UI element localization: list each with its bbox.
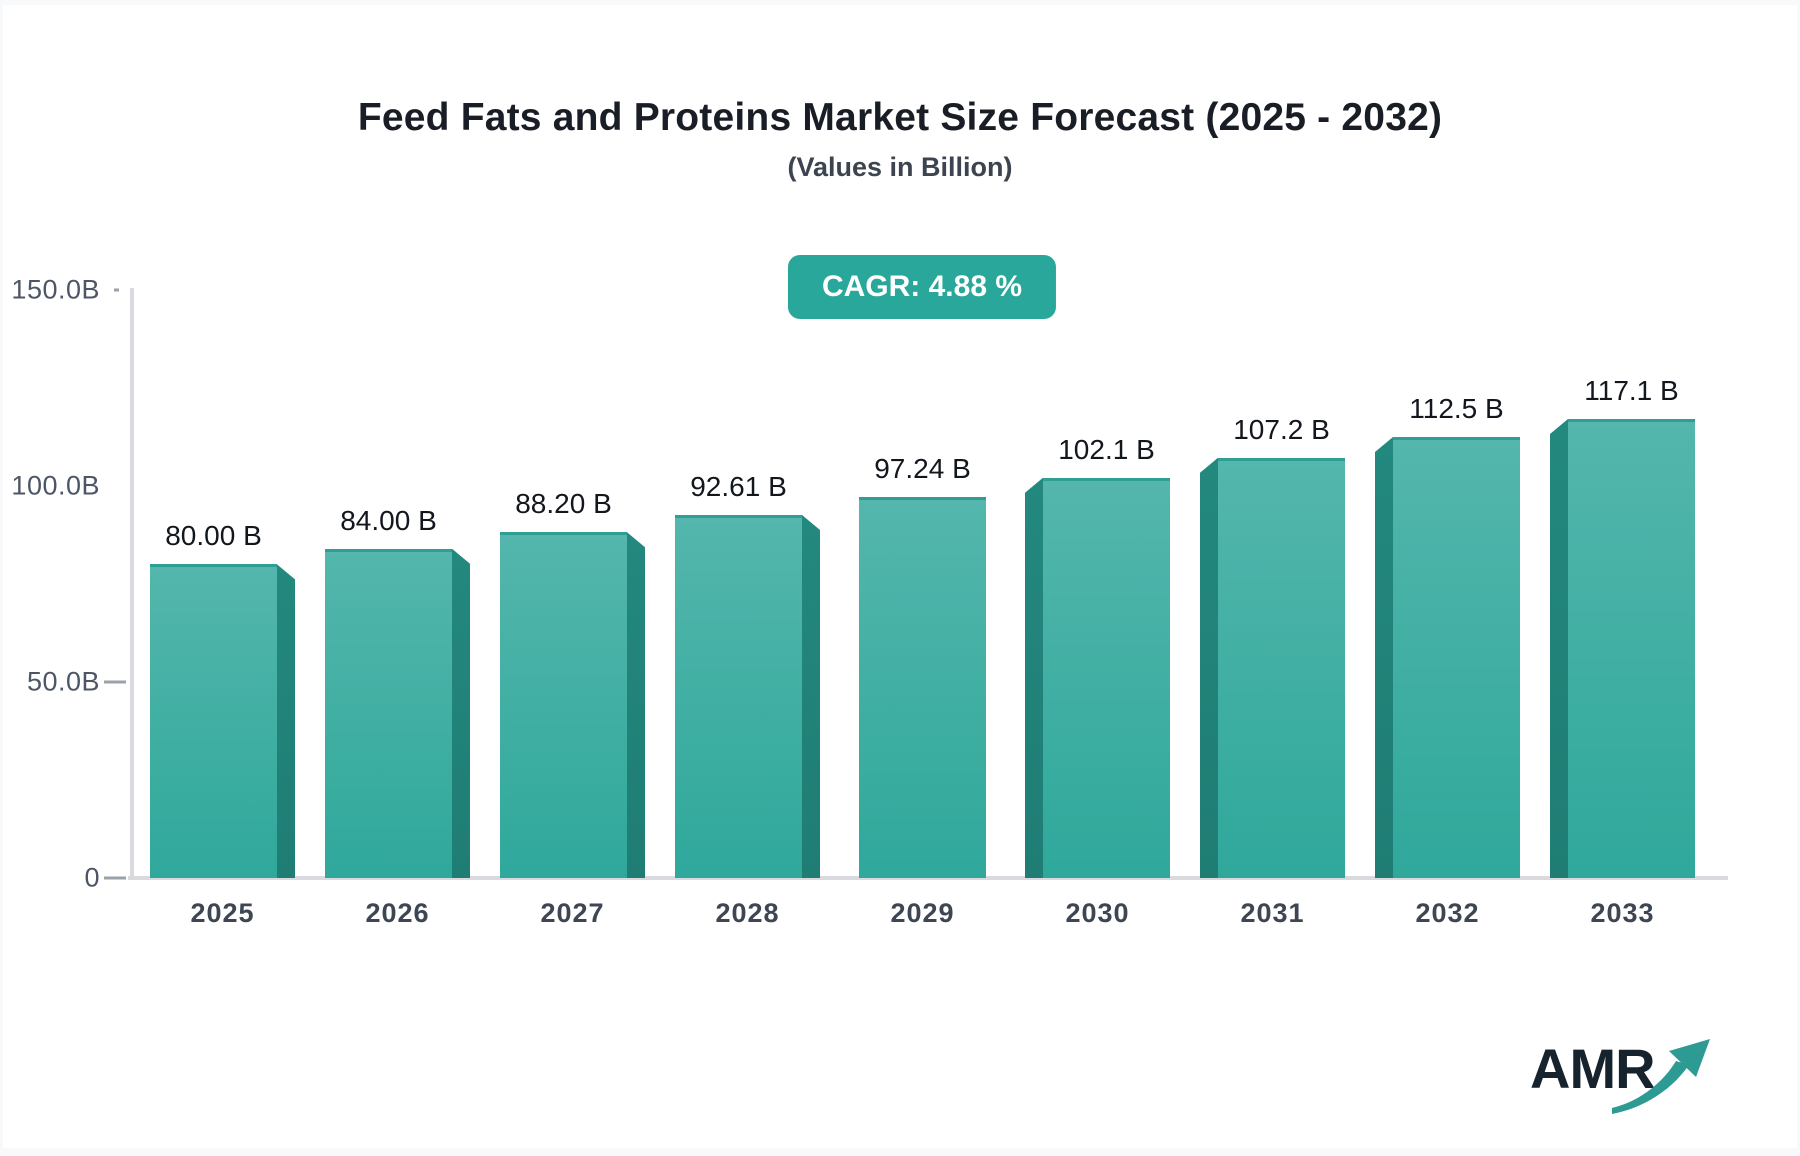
frame-edge-top — [0, 0, 1800, 5]
bar-value-label-2027: 88.20 B — [515, 488, 612, 520]
bar-value-label-2032: 112.5 B — [1409, 393, 1504, 424]
bar-2026[interactable] — [325, 548, 452, 878]
y-tick-label-0: 0 — [84, 862, 100, 893]
bar-side-2032 — [1375, 437, 1393, 878]
frame-edge-bottom — [0, 1148, 1800, 1156]
bar-side-2025 — [277, 564, 295, 878]
bar-2033[interactable] — [1568, 418, 1695, 878]
x-axis-label-2029: 2029 — [890, 898, 955, 928]
bar-side-2030 — [1025, 477, 1043, 878]
bar-value-label-2029: 97.24 B — [874, 452, 971, 484]
chart-subtitle: (Values in Billion) — [787, 152, 1013, 182]
bar-2025[interactable] — [150, 564, 277, 878]
bar-side-2027 — [627, 532, 645, 878]
x-axis-label-2026: 2026 — [365, 898, 430, 928]
bar-2032[interactable] — [1393, 437, 1520, 878]
bar-value-label-2031: 107.2 B — [1233, 413, 1330, 445]
x-axis-label-2030: 2030 — [1065, 898, 1130, 928]
x-axis-label-2027: 2027 — [540, 898, 605, 928]
bar-side-2031 — [1200, 457, 1218, 878]
bar-2027[interactable] — [500, 532, 627, 878]
bar-2031[interactable] — [1218, 457, 1345, 878]
x-axis-label-2028: 2028 — [715, 898, 780, 928]
frame-edge-right — [1797, 0, 1800, 1156]
amr-logo: AMR — [1530, 1036, 1730, 1116]
x-axis-label-2031: 2031 — [1240, 898, 1305, 928]
bar-value-label-2026: 84.00 B — [340, 504, 437, 536]
x-axis-label-2033: 2033 — [1590, 898, 1655, 928]
amr-logo-text: AMR — [1530, 1037, 1656, 1100]
x-axis-label-2032: 2032 — [1415, 898, 1480, 928]
y-tick-mark-0 — [104, 876, 126, 880]
bar-value-label-2033: 117.1 B — [1584, 374, 1679, 406]
cagr-badge: CAGR: 4.88 % — [787, 255, 1057, 319]
trend-up-arrow-icon — [1612, 1039, 1710, 1114]
bar-2029[interactable] — [859, 496, 986, 878]
y-tick-mark-150.0B — [114, 288, 119, 292]
bar-value-label-2030: 102.1 B — [1058, 433, 1155, 465]
frame-edge-left — [0, 0, 3, 1156]
y-tick-label-50.0B: 50.0B — [26, 666, 100, 697]
bar-side-2033 — [1550, 418, 1568, 878]
bar-2028[interactable] — [675, 514, 802, 878]
y-tick-mark-50.0B — [104, 680, 126, 684]
bar-2030[interactable] — [1043, 477, 1170, 878]
x-axis-line — [128, 876, 1728, 880]
bar-side-2026 — [452, 548, 470, 878]
y-tick-label-100.0B: 100.0B — [11, 470, 100, 501]
x-axis-label-2025: 2025 — [190, 898, 255, 928]
bar-side-2028 — [802, 514, 820, 878]
y-tick-label-150.0B: 150.0B — [11, 274, 100, 305]
y-axis-line — [130, 288, 134, 880]
bar-value-label-2025: 80.00 B — [165, 520, 262, 552]
chart-title: Feed Fats and Proteins Market Size Forec… — [357, 96, 1443, 139]
bar-value-label-2028: 92.61 B — [690, 470, 787, 502]
